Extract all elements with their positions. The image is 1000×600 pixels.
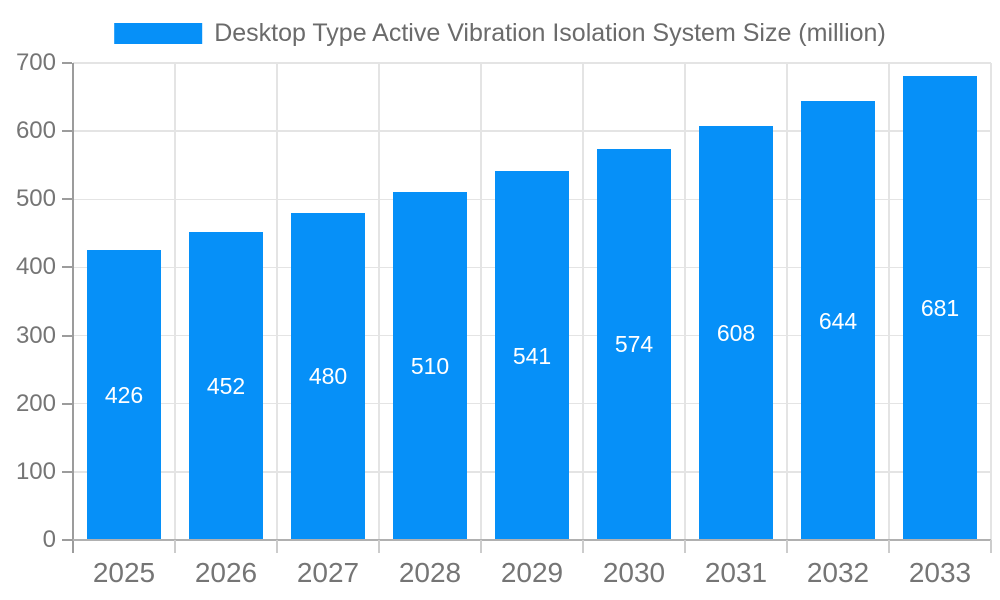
x-axis-tick-label: 2026 [194, 557, 258, 588]
gridline-horizontal [73, 130, 991, 132]
gridline-vertical [276, 63, 278, 540]
x-axis-tick-label: 2030 [602, 557, 666, 588]
bar-value-label: 541 [512, 342, 552, 369]
bar-2031[interactable] [699, 125, 773, 540]
x-axis-tick [582, 540, 584, 553]
y-axis-line [71, 63, 74, 553]
gridline-vertical [174, 63, 176, 540]
x-axis-tick-label: 2027 [296, 557, 360, 588]
bar-value-label: 426 [104, 381, 144, 408]
gridline-vertical [480, 63, 482, 540]
y-axis-tick [62, 62, 72, 64]
x-axis-line [73, 539, 991, 541]
bar-value-label: 608 [716, 319, 756, 346]
gridline-vertical [582, 63, 584, 540]
y-axis-tick [62, 130, 72, 133]
legend[interactable]: Desktop Type Active Vibration Isolation … [114, 19, 886, 48]
bar-2025[interactable] [87, 249, 161, 540]
gridline-horizontal [73, 62, 991, 64]
y-axis-tick [62, 402, 72, 405]
x-axis-tick [174, 540, 176, 553]
y-axis-tick-label: 600 [15, 117, 56, 145]
bar-value-label: 510 [410, 353, 450, 380]
x-axis-tick [378, 540, 380, 553]
x-axis-tick-label: 2028 [398, 557, 462, 588]
x-axis-tick-label: 2032 [806, 557, 870, 588]
x-axis-tick [990, 540, 992, 553]
x-axis-tick-label: 2025 [92, 557, 156, 588]
gridline-vertical [888, 63, 890, 540]
bar-2026[interactable] [189, 232, 263, 540]
gridline-vertical [684, 63, 686, 540]
y-axis-tick [62, 334, 72, 337]
y-axis-tick [62, 470, 72, 473]
bar-2029[interactable] [495, 171, 569, 540]
legend-swatch-icon [114, 23, 203, 44]
y-axis-tick-label: 300 [15, 321, 56, 349]
x-axis-tick-label: 2029 [500, 557, 564, 588]
gridline-vertical [786, 63, 788, 540]
y-axis-tick-label: 100 [15, 457, 56, 485]
bar-value-label: 480 [308, 363, 348, 390]
y-axis-tick-label: 500 [15, 185, 56, 213]
y-axis-tick [62, 539, 72, 541]
y-axis-tick [62, 198, 72, 201]
bar-value-label: 574 [614, 331, 654, 358]
bar-2033[interactable] [903, 75, 977, 540]
x-axis-tick [480, 540, 482, 553]
x-axis-tick-label: 2033 [908, 557, 972, 588]
bar-value-label: 644 [818, 307, 858, 334]
bar-2028[interactable] [393, 192, 467, 540]
gridline-vertical [990, 63, 992, 540]
bar-2027[interactable] [291, 212, 365, 540]
bar-2032[interactable] [801, 101, 875, 540]
x-axis-tick [786, 540, 788, 553]
x-axis-tick [888, 540, 890, 553]
bar-value-label: 452 [206, 372, 246, 399]
bar-value-label: 681 [920, 294, 960, 321]
bar-2030[interactable] [597, 148, 671, 540]
y-axis-tick-label: 200 [15, 389, 56, 417]
y-axis-tick [62, 266, 72, 269]
x-axis-tick [684, 540, 686, 553]
y-axis-tick-label: 0 [42, 526, 56, 553]
legend-label: Desktop Type Active Vibration Isolation … [214, 19, 886, 47]
y-axis-tick-label: 400 [15, 253, 56, 281]
x-axis-tick [276, 540, 278, 553]
plot-area: 426 452 480 510 541 574 608 644 681 [73, 62, 992, 540]
y-axis-tick-label: 700 [15, 49, 56, 76]
gridline-vertical [378, 63, 380, 540]
x-axis-tick-label: 2031 [704, 557, 768, 588]
